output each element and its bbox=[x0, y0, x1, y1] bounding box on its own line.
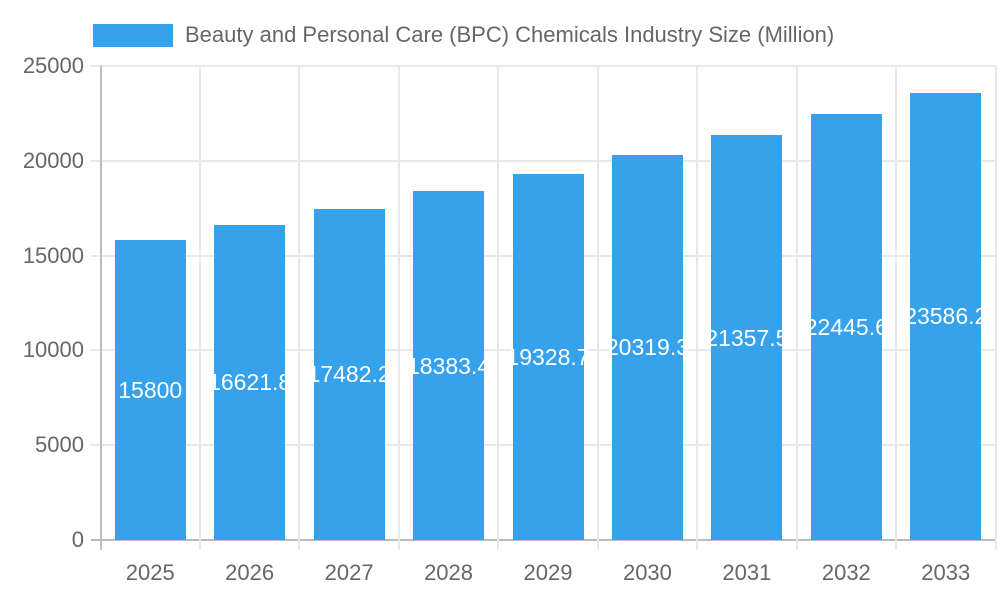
x-axis-tick-label: 2031 bbox=[722, 560, 772, 585]
y-gridline bbox=[90, 65, 996, 67]
y-axis-tick-label: 0 bbox=[71, 527, 84, 552]
bar-2027[interactable] bbox=[313, 208, 385, 540]
x-axis-tick-label: 2025 bbox=[125, 560, 175, 585]
category-boundary-gridline bbox=[994, 66, 997, 550]
x-axis-tick-label: 2026 bbox=[225, 560, 275, 585]
x-axis-baseline bbox=[90, 539, 996, 541]
y-axis-tick-label: 20000 bbox=[22, 147, 84, 173]
y-axis-line bbox=[99, 66, 102, 550]
category-boundary-gridline bbox=[596, 66, 599, 550]
x-axis-tick-label: 2032 bbox=[821, 560, 871, 585]
bar-2026[interactable] bbox=[214, 224, 286, 540]
bar-2025[interactable] bbox=[114, 240, 186, 540]
x-axis-tick-label: 2027 bbox=[324, 560, 374, 585]
bar-value-label: 16621.8 bbox=[208, 369, 292, 396]
bar-2028[interactable] bbox=[413, 191, 485, 540]
bar-2031[interactable] bbox=[711, 135, 783, 540]
category-boundary-gridline bbox=[497, 66, 500, 550]
category-boundary-gridline bbox=[198, 66, 201, 550]
y-axis-tick-label: 15000 bbox=[22, 242, 84, 268]
category-boundary-gridline bbox=[298, 66, 301, 550]
x-axis-tick-label: 2030 bbox=[622, 560, 672, 585]
category-boundary-gridline bbox=[795, 66, 798, 550]
legend-label: Beauty and Personal Care (BPC) Chemicals… bbox=[185, 22, 835, 47]
legend-color-swatch bbox=[93, 23, 173, 47]
y-axis-tick-label: 5000 bbox=[35, 432, 84, 458]
legend-item[interactable]: Beauty and Personal Care (BPC) Chemicals… bbox=[93, 22, 834, 48]
bar-value-label: 20319.3 bbox=[605, 334, 689, 361]
bar-value-label: 15800 bbox=[118, 377, 183, 404]
bar-value-label: 22445.6 bbox=[804, 314, 888, 341]
x-axis-tick-label: 2028 bbox=[424, 560, 474, 585]
y-axis-tick-label: 10000 bbox=[22, 337, 84, 363]
category-boundary-gridline bbox=[895, 66, 898, 550]
bar-2033[interactable] bbox=[910, 92, 982, 540]
y-axis-tick-label: 25000 bbox=[22, 53, 84, 78]
bar-2032[interactable] bbox=[810, 114, 882, 540]
y-gridline bbox=[90, 159, 996, 162]
bar-2030[interactable] bbox=[611, 154, 683, 540]
bar-value-label: 21357.5 bbox=[705, 324, 789, 351]
bar-2029[interactable] bbox=[512, 173, 584, 540]
bar-value-label: 23586.2 bbox=[904, 303, 988, 330]
bar-value-label: 19328.7 bbox=[506, 343, 590, 370]
bar-value-label: 17482.2 bbox=[307, 361, 391, 388]
x-axis-tick-label: 2029 bbox=[523, 560, 573, 585]
category-boundary-gridline bbox=[397, 66, 400, 550]
bar-value-label: 18383.4 bbox=[406, 352, 491, 379]
x-axis-tick-label: 2033 bbox=[921, 560, 971, 585]
category-boundary-gridline bbox=[696, 66, 699, 550]
